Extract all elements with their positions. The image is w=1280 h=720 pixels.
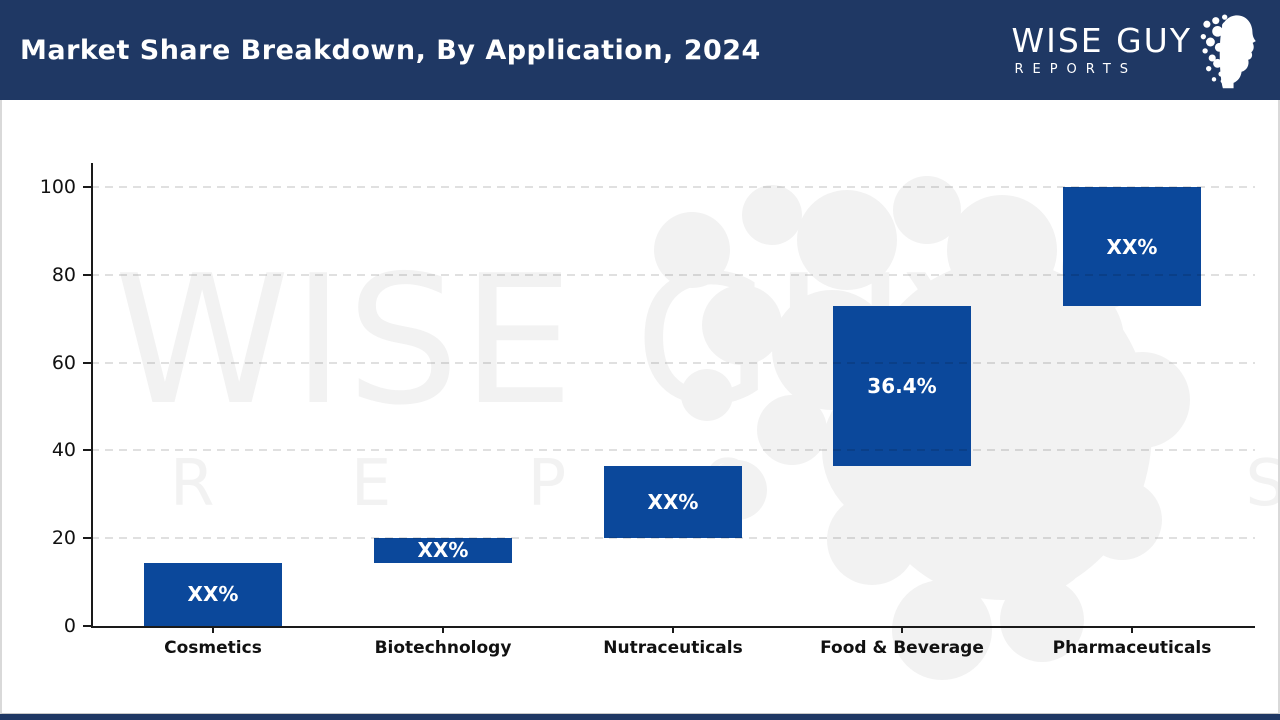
watermark-blob — [757, 395, 827, 465]
watermark-blob — [702, 285, 782, 365]
x-axis-category-label: Food & Beverage — [820, 638, 984, 658]
waterfall-bar-nutraceuticals: XX% — [604, 466, 742, 539]
x-axis-category-label: Cosmetics — [164, 638, 262, 658]
x-axis-tick — [672, 626, 674, 633]
x-axis-tick — [901, 626, 903, 633]
y-axis-tick — [83, 361, 91, 364]
x-axis-category-label: Biotechnology — [374, 638, 512, 658]
y-axis-tick — [83, 625, 91, 627]
bar-value-label: 36.4% — [867, 374, 937, 399]
wise-guy-reports-logo: WISE GUY REPORTS — [1011, 10, 1262, 90]
watermark-blob — [1094, 352, 1190, 448]
watermark-blob — [797, 190, 897, 290]
y-axis-tick — [83, 273, 91, 276]
bar-value-label: XX% — [417, 538, 469, 563]
header-bar: Market Share Breakdown, By Application, … — [0, 0, 1280, 100]
y-axis-tick — [83, 537, 91, 540]
bar-value-label: XX% — [647, 490, 699, 515]
logo-face-icon — [1200, 14, 1256, 89]
y-axis-tick-label: 100 — [39, 176, 76, 198]
footer-bar — [0, 714, 1280, 720]
x-axis-line — [91, 626, 1255, 628]
logo-name: WISE GUY — [1011, 20, 1192, 60]
watermark-blob — [1000, 578, 1084, 662]
watermark-blob — [654, 212, 730, 288]
watermark-blob — [681, 369, 733, 421]
chart-area: WISE GUY R E P O R T S 020406080100XX%XX… — [0, 100, 1280, 714]
gridline — [91, 537, 1255, 540]
x-axis-tick — [212, 626, 214, 633]
watermark-blob — [892, 580, 992, 680]
waterfall-bar-food-beverage: 36.4% — [833, 306, 971, 467]
gridline — [91, 273, 1255, 276]
waterfall-bar-cosmetics: XX% — [144, 562, 282, 626]
bar-value-label: XX% — [187, 582, 239, 607]
y-axis-tick-label: 80 — [51, 263, 76, 286]
gridline — [91, 186, 1255, 188]
logo-tagline: REPORTS — [1014, 61, 1138, 77]
bar-value-label: XX% — [1106, 234, 1158, 259]
x-axis-tick — [1131, 626, 1133, 633]
y-axis-tick — [83, 449, 91, 452]
page-title: Market Share Breakdown, By Application, … — [20, 34, 761, 66]
y-axis-tick — [83, 186, 91, 188]
y-axis-tick-label: 20 — [51, 527, 76, 550]
x-axis-tick — [442, 626, 444, 633]
logo-text: WISE GUY REPORTS — [1011, 24, 1192, 77]
y-axis-tick-label: 60 — [51, 351, 76, 374]
y-axis-line — [91, 163, 93, 628]
waterfall-bar-biotechnology: XX% — [374, 538, 512, 563]
watermark-blob — [742, 185, 802, 245]
y-axis-tick-label: 40 — [51, 439, 76, 462]
x-axis-category-label: Nutraceuticals — [603, 638, 743, 658]
watermark-blob — [827, 495, 917, 585]
y-axis-tick-label: 0 — [63, 615, 76, 637]
watermark-blob — [1082, 480, 1162, 560]
waterfall-bar-pharmaceuticals: XX% — [1063, 187, 1201, 307]
gridline — [91, 361, 1255, 364]
gridline — [91, 449, 1255, 452]
watermark-blob — [967, 465, 1097, 595]
x-axis-category-label: Pharmaceuticals — [1052, 638, 1212, 658]
